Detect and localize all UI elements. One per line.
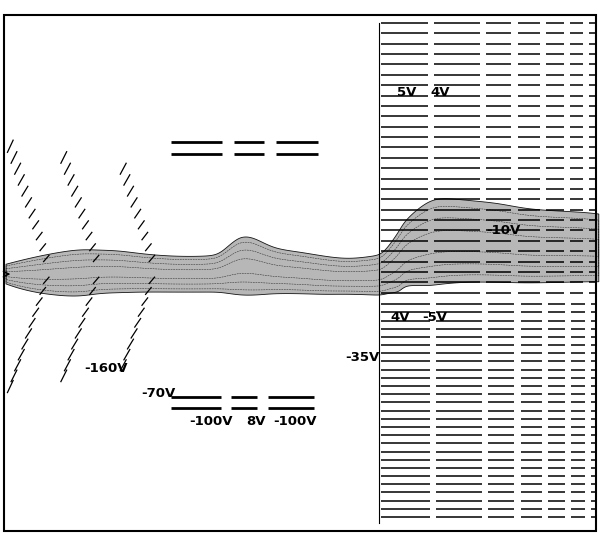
Text: 4V: 4V: [431, 86, 450, 99]
Text: -160V: -160V: [84, 362, 128, 375]
Polygon shape: [6, 199, 599, 296]
Text: 5V: 5V: [397, 86, 416, 99]
Text: -100V: -100V: [273, 415, 317, 428]
Text: 8V: 8V: [246, 415, 265, 428]
Text: -100V: -100V: [189, 415, 233, 428]
Text: -10V: -10V: [486, 224, 520, 237]
Text: -35V: -35V: [345, 351, 379, 364]
Text: 4V: 4V: [391, 311, 410, 324]
Text: -70V: -70V: [141, 387, 175, 400]
Text: -5V: -5V: [422, 311, 448, 324]
